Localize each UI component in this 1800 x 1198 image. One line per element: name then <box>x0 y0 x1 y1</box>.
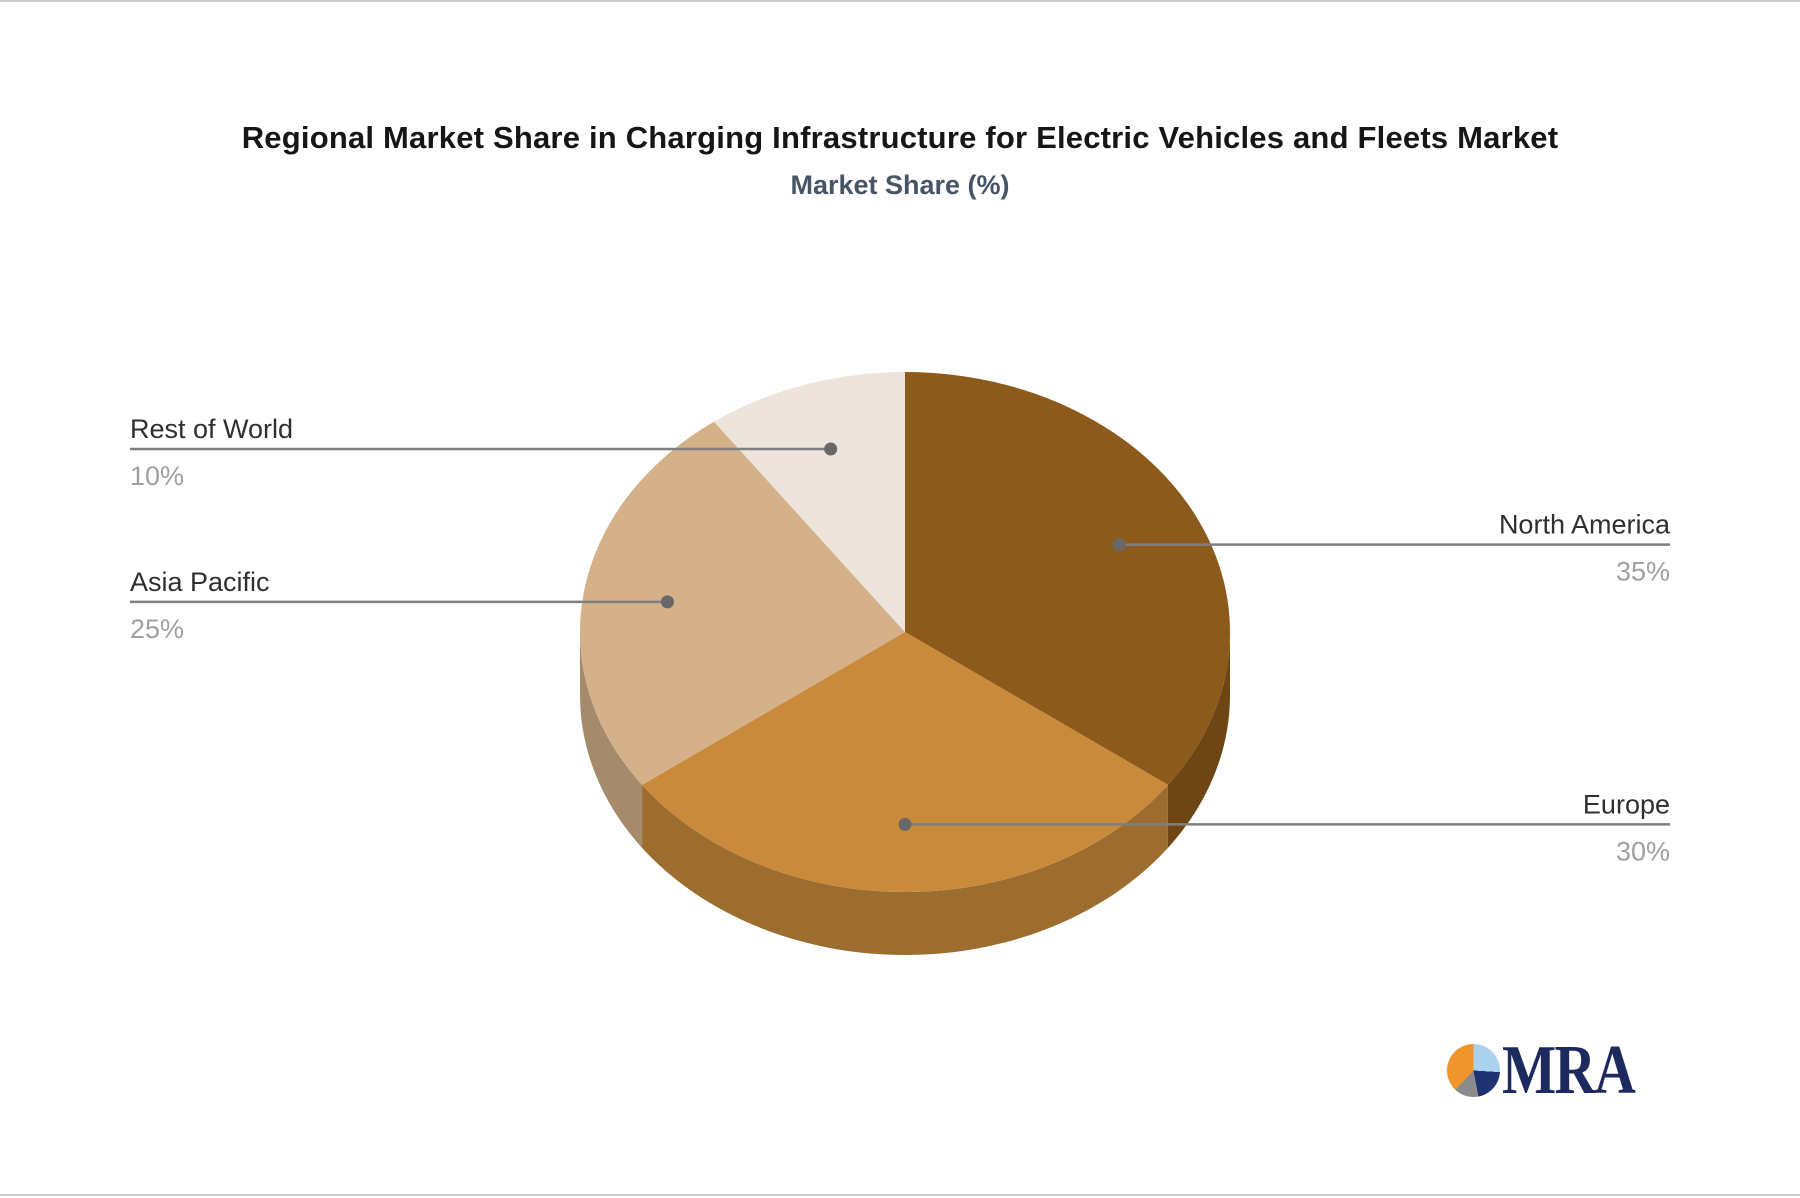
leader-dot-north-america <box>1112 538 1126 552</box>
pie-slice-asia-pacific[interactable] <box>580 421 905 785</box>
slice-label-europe: Europe <box>1583 789 1670 819</box>
pie-slice-side-north-america <box>1167 632 1230 848</box>
mra-logo: MRA <box>1447 1031 1663 1109</box>
mra-logo-pie-icon <box>1447 1043 1500 1097</box>
pie-slice-north-america[interactable] <box>905 372 1230 785</box>
pie-slice-side-asia-pacific <box>580 632 643 848</box>
slice-value-asia-pacific: 25% <box>130 614 184 644</box>
chart-subtitle: Market Share (%) <box>790 170 1010 200</box>
pie-slice-rest-of-world[interactable] <box>713 372 905 632</box>
pie-slice-europe[interactable] <box>642 632 1168 892</box>
leader-dot-europe <box>898 817 912 831</box>
slice-label-rest-of-world: Rest of World <box>130 414 293 444</box>
leader-dot-asia-pacific <box>660 595 674 609</box>
mra-logo-text: MRA <box>1502 1031 1636 1109</box>
slice-value-north-america: 35% <box>1616 557 1670 587</box>
leader-dot-rest-of-world <box>824 442 838 456</box>
chart-title: Regional Market Share in Charging Infras… <box>241 120 1559 155</box>
pie-slice-side-europe <box>642 784 1168 956</box>
slice-label-asia-pacific: Asia Pacific <box>130 567 270 597</box>
slice-value-europe: 30% <box>1616 836 1670 866</box>
slice-label-north-america: North America <box>1499 510 1671 540</box>
slice-value-rest-of-world: 10% <box>130 461 184 491</box>
